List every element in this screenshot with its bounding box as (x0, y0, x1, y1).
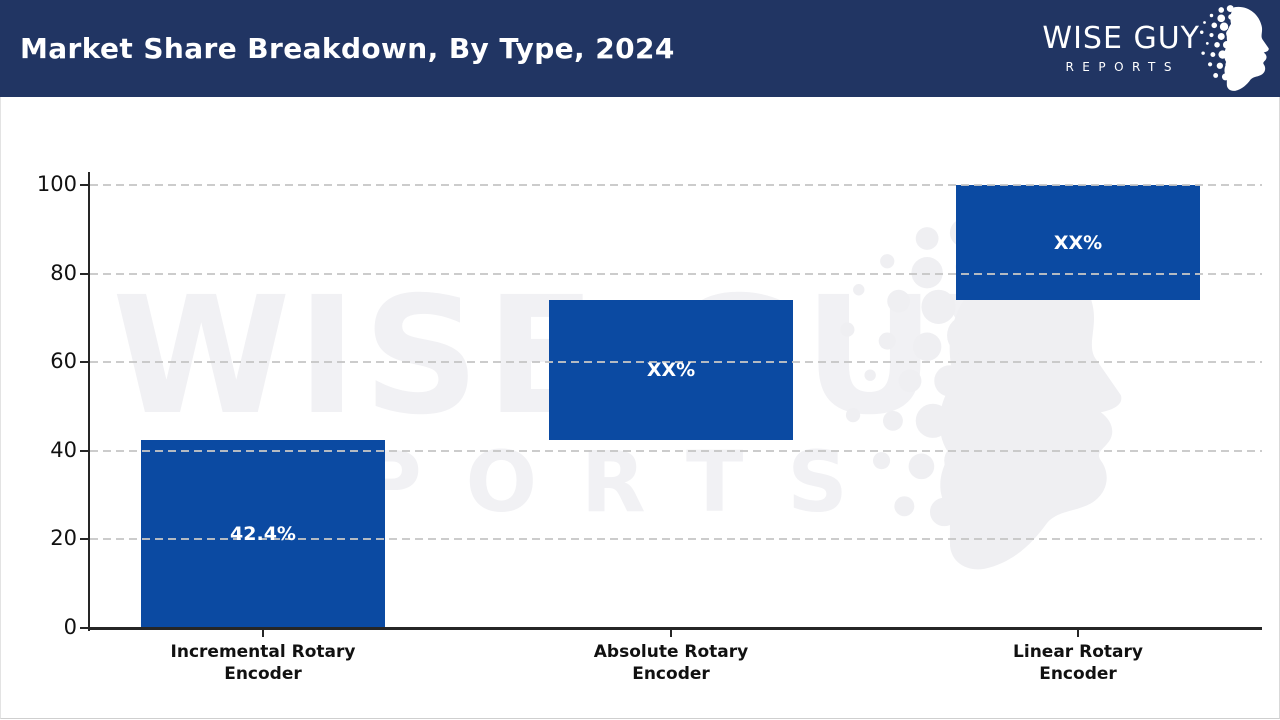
brand-tagline: REPORTS (1065, 59, 1180, 74)
gridline (90, 272, 1262, 275)
gridline (90, 538, 1262, 541)
y-tick (80, 627, 88, 629)
category-label-line: Encoder (1039, 664, 1117, 685)
y-tick (80, 184, 88, 186)
y-axis-spine (88, 172, 90, 631)
category-label-line: Incremental Rotary (170, 642, 356, 662)
page-title: Market Share Breakdown, By Type, 2024 (20, 32, 675, 65)
dotted-face-logo-icon (1199, 4, 1269, 91)
y-tick-label: 100 (36, 172, 77, 196)
y-tick-label: 20 (50, 526, 77, 551)
category-label: Incremental Rotary Encoder (171, 641, 356, 685)
y-tick-label: 60 (50, 349, 77, 374)
bar-segment (549, 300, 793, 441)
gridline (90, 361, 1262, 364)
gridline (90, 449, 1262, 452)
x-tick (262, 630, 264, 637)
x-axis-line (88, 627, 1262, 630)
category-label-line: Encoder (224, 664, 302, 685)
brand-logo: WISE GUY REPORTS (1042, 3, 1274, 95)
y-tick (80, 361, 88, 364)
y-tick (80, 538, 88, 541)
bar-value-label: XX% (1053, 231, 1103, 254)
bar-segment (141, 440, 385, 628)
x-tick (1077, 630, 1079, 637)
x-tick (670, 630, 672, 637)
category-label: Absolute Rotary Encoder (594, 641, 748, 685)
category-label-line: Encoder (632, 664, 710, 685)
bar-value-label: 42.4% (230, 523, 296, 546)
header: Market Share Breakdown, By Type, 2024 WI… (0, 0, 1280, 97)
y-tick-label: 40 (50, 437, 77, 462)
y-tick-label: 0 (63, 615, 77, 639)
gridline (90, 184, 1262, 186)
category-label-line: Linear Rotary (1013, 642, 1143, 662)
category-label: Linear Rotary Encoder (1013, 641, 1143, 685)
y-tick (80, 449, 88, 452)
y-tick-label: 80 (50, 260, 77, 285)
y-tick (80, 272, 88, 275)
bar-value-label: XX% (646, 359, 696, 382)
brand-logo-text: WISE GUY REPORTS (1042, 20, 1200, 74)
category-label-line: Absolute Rotary (593, 642, 749, 662)
brand-name: WISE GUY (1042, 20, 1200, 56)
